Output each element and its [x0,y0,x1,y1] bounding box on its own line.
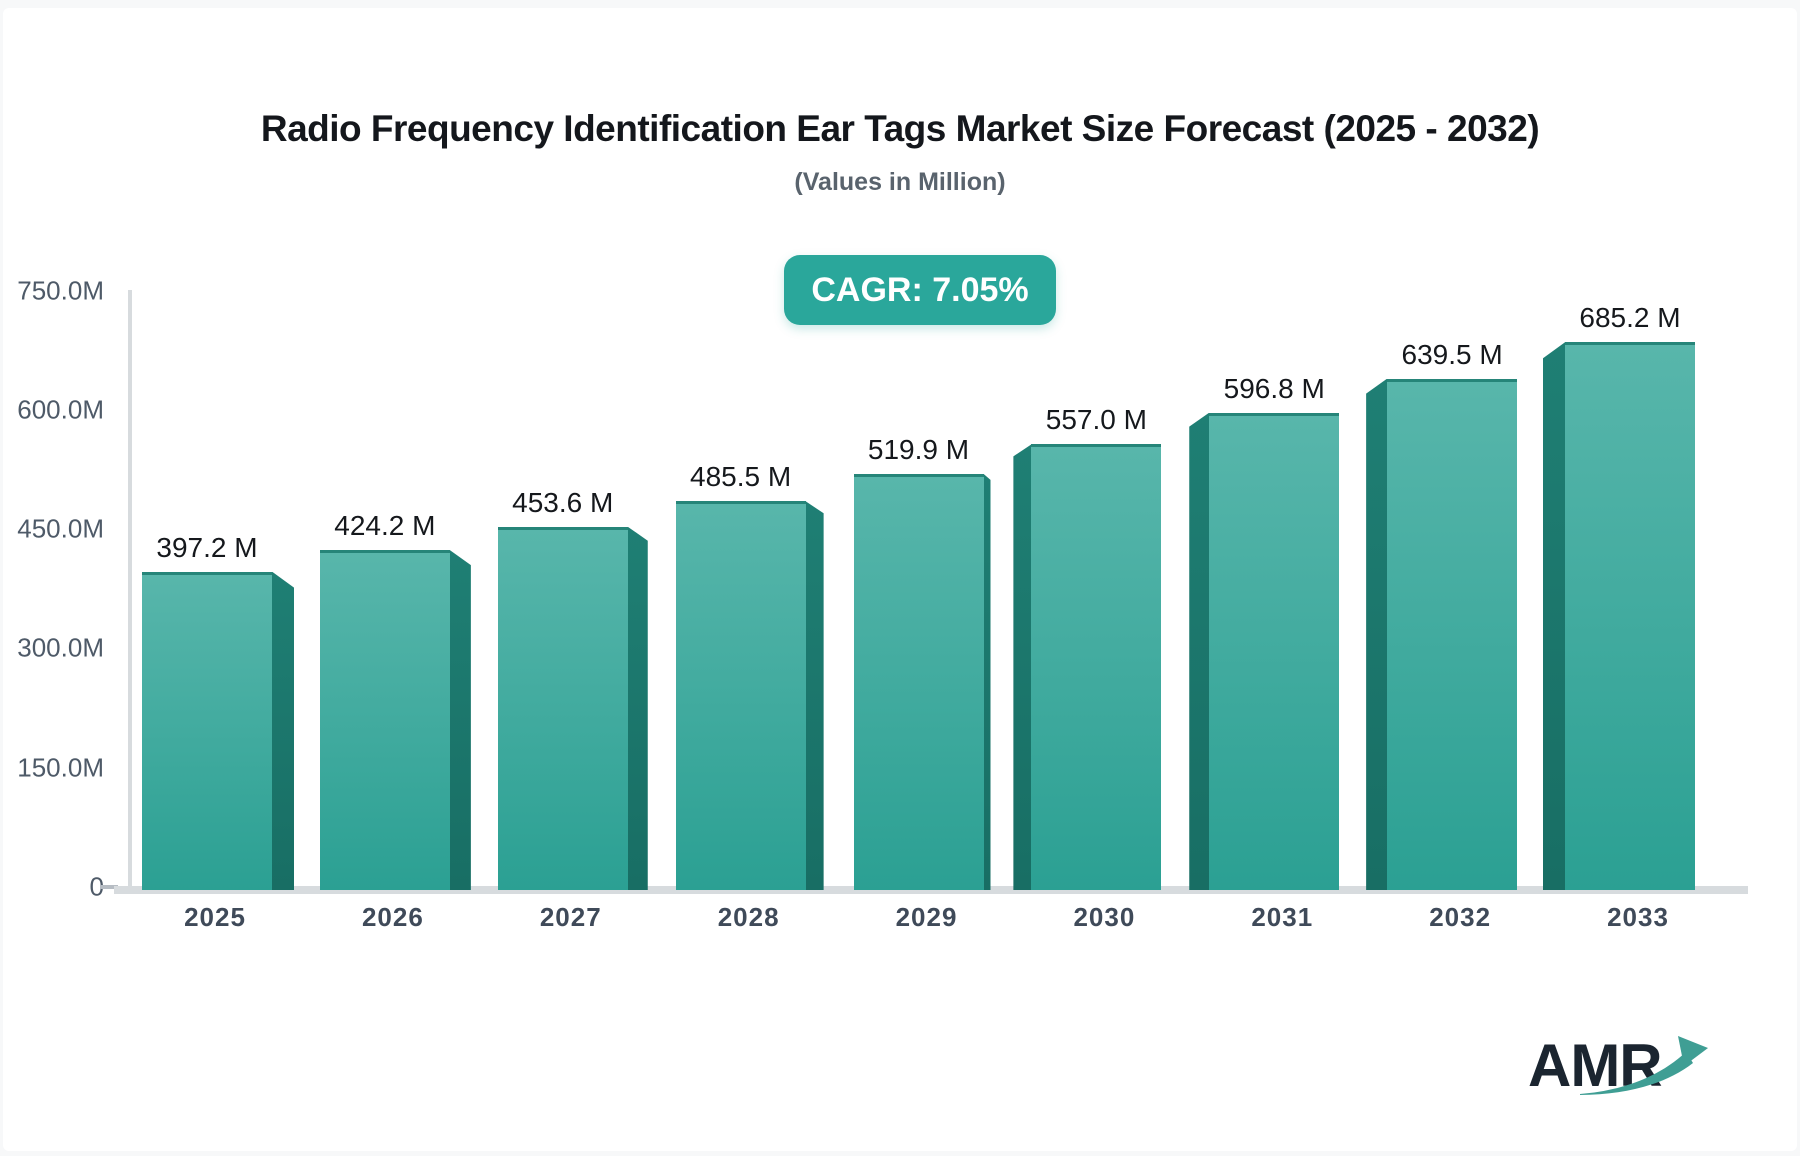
bar-side-3d [449,550,471,890]
x-tick-label-2032: 2032 [1429,902,1492,932]
bar-2031[interactable] [1189,412,1340,890]
x-tick-label-2033: 2033 [1607,902,1669,932]
bar-2026[interactable] [319,550,471,890]
x-tick-label-2029: 2029 [895,902,958,932]
bar-face [1209,412,1340,890]
bar-value-label: 557.0 M [1045,404,1147,436]
x-tick-label-2028: 2028 [717,902,780,932]
bar-value-label: 424.2 M [334,510,436,542]
growth-arrow-icon [1580,1036,1708,1095]
y-tick-label: 600.0M [17,394,104,425]
y-axis-line [128,290,132,891]
zero-tick-mark [100,885,118,889]
bar-face [142,571,272,890]
bar-side-3d [1543,342,1565,890]
bar-face [1387,378,1518,890]
x-tick-label-2027: 2027 [539,902,602,932]
bar-face [497,526,628,890]
y-tick-label: 150.0M [17,752,104,783]
bar-value-label: 397.2 M [156,531,258,563]
bar-side-3d [1189,412,1210,890]
bar-side-3d [1366,378,1388,890]
x-tick-label-2030: 2030 [1073,902,1136,932]
chart-subtitle: (Values in Million) [794,168,1006,196]
bar-2032[interactable] [1366,378,1518,890]
bar-value-label: 596.8 M [1223,372,1325,404]
y-tick-label: 450.0M [17,513,104,544]
y-tick-label: 300.0M [17,632,104,663]
bar-value-label: 639.5 M [1401,338,1503,370]
bar-face [1565,342,1695,890]
bar-2029[interactable] [853,473,991,890]
amr-logo: AMR [1528,1034,1718,1104]
bar-2025[interactable] [142,571,294,890]
bar-side-3d [627,526,648,890]
bar-value-label: 485.5 M [690,461,792,493]
bar-2033[interactable] [1543,342,1695,890]
x-axis-baseline [114,886,1748,894]
bar-2030[interactable] [1013,444,1162,890]
bar-face [319,550,450,890]
bar-2028[interactable] [675,501,824,890]
bar-side-3d [983,473,991,890]
x-tick-label-2025: 2025 [184,902,246,932]
bar-face [675,501,806,890]
bar-value-label: 453.6 M [512,486,614,518]
x-tick-label-2026: 2026 [361,902,424,932]
x-tick-label-2031: 2031 [1251,902,1314,932]
bar-side-3d [272,571,294,890]
bar-side-3d [1013,444,1032,890]
bar-2027[interactable] [497,526,648,890]
bar-value-label: 685.2 M [1579,302,1681,334]
chart-title: Radio Frequency Identification Ear Tags … [260,108,1540,149]
bar-face [1031,444,1162,890]
bar-side-3d [805,501,824,890]
y-tick-label: 750.0M [17,275,104,306]
bar-face [853,473,984,890]
y-tick-label: 0 [89,871,104,902]
cagr-badge: CAGR: 7.05% [784,255,1056,325]
bar-value-label: 519.9 M [867,433,970,465]
